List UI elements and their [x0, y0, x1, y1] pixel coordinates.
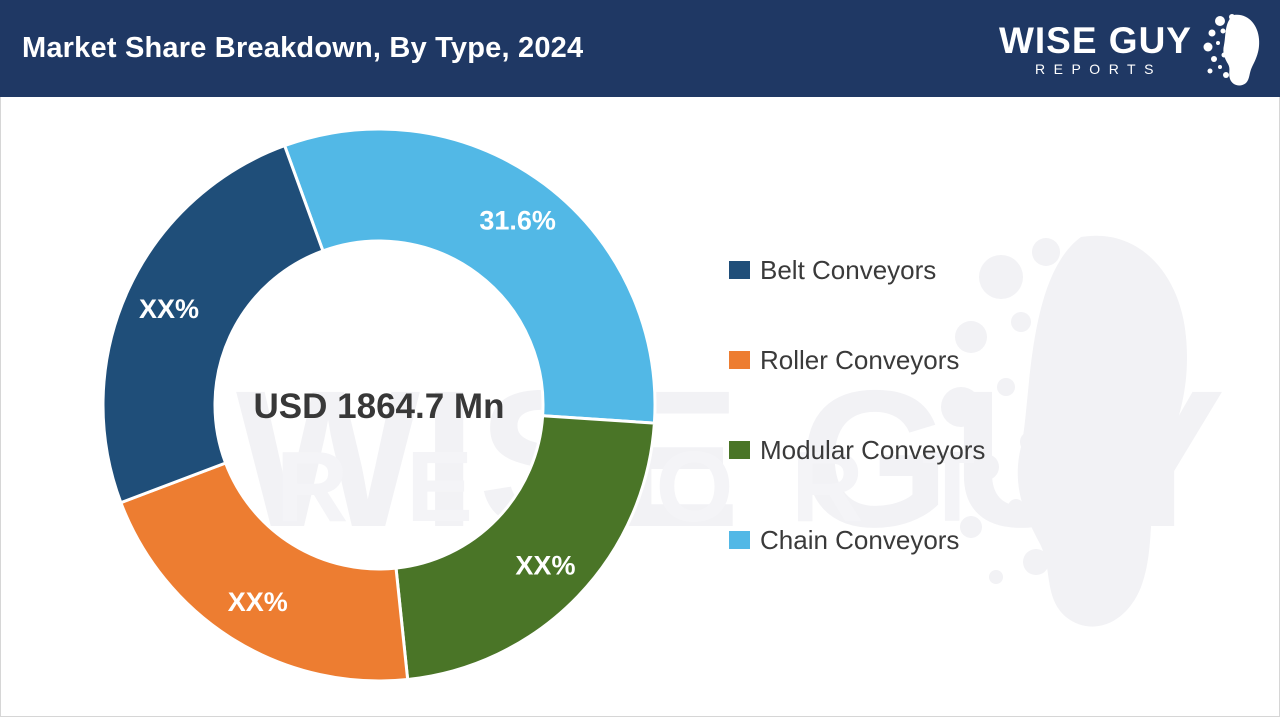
segment-value-label: XX%: [139, 294, 199, 324]
brand-name: WISE GUY: [998, 19, 1192, 61]
donut-segment-modular-conveyors[interactable]: [394, 414, 657, 682]
segment-value-label: XX%: [515, 551, 575, 581]
header-bar: Market Share Breakdown, By Type, 2024 WI…: [0, 0, 1280, 97]
legend-swatch: [729, 441, 750, 459]
brand-subtitle: REPORTS: [1035, 60, 1162, 77]
legend-item-modular-conveyors[interactable]: Modular Conveyors: [729, 435, 985, 465]
donut-segment-roller-conveyors[interactable]: [118, 461, 410, 683]
logo-face-icon: [1203, 13, 1260, 86]
donut-segment-chain-conveyors[interactable]: [282, 127, 657, 425]
donut-segment-belt-conveyors[interactable]: [101, 143, 325, 505]
legend-label: Roller Conveyors: [760, 344, 960, 375]
legend-item-roller-conveyors[interactable]: Roller Conveyors: [729, 345, 985, 375]
legend-label: Belt Conveyors: [760, 254, 937, 285]
brand-logo-text: WISE GUY REPORTS: [999, 22, 1192, 76]
donut-center-value: USD 1864.7 Mn: [253, 387, 505, 426]
legend-swatch: [729, 351, 750, 369]
legend-swatch: [729, 261, 750, 279]
legend-item-chain-conveyors[interactable]: Chain Conveyors: [729, 525, 985, 555]
donut-chart: 31.6% XX% XX% XX%: [101, 127, 657, 683]
chart-legend: Belt Conveyors Roller Conveyors Modular Co…: [729, 255, 985, 555]
brand-logo: WISE GUY REPORTS: [999, 9, 1262, 89]
chart-area: WISE GUY REPORTS 31.6% XX% XX% XX% USD 1864…: [0, 97, 1280, 717]
watermark-face: [941, 235, 1187, 627]
legend-swatch: [729, 531, 750, 549]
page-title: Market Share Breakdown, By Type, 2024: [22, 32, 584, 64]
segment-value-label: 31.6%: [479, 206, 556, 236]
legend-label: Chain Conveyors: [760, 524, 960, 555]
segment-value-label: XX%: [228, 587, 288, 617]
legend-item-belt-conveyors[interactable]: Belt Conveyors: [729, 255, 985, 285]
legend-label: Modular Conveyors: [760, 434, 986, 465]
